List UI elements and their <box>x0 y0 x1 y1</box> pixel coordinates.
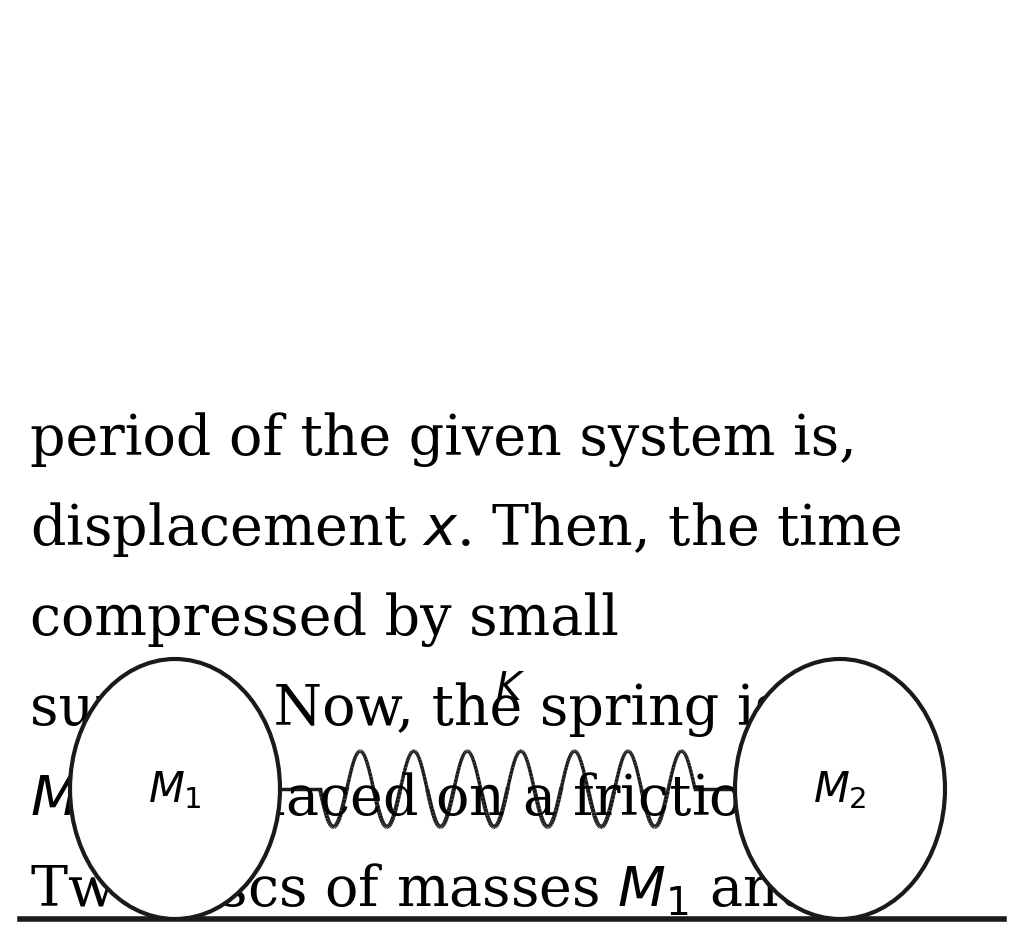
Ellipse shape <box>735 660 945 919</box>
Text: period of the given system is,: period of the given system is, <box>30 412 857 466</box>
Text: compressed by small: compressed by small <box>30 592 618 646</box>
Text: $M_1$: $M_1$ <box>148 768 202 810</box>
Ellipse shape <box>70 660 280 919</box>
Text: surface. Now, the spring is: surface. Now, the spring is <box>30 682 783 737</box>
Text: $M_2$: $M_2$ <box>813 768 866 810</box>
Text: $K$: $K$ <box>495 671 525 707</box>
Text: displacement $x$. Then, the time: displacement $x$. Then, the time <box>30 500 901 559</box>
Text: Two discs of masses $\mathit{M}_1$ and: Two discs of masses $\mathit{M}_1$ and <box>30 862 814 917</box>
Text: $\mathit{M}_2$ are placed on a frictionless: $\mathit{M}_2$ are placed on a frictionl… <box>30 769 885 828</box>
